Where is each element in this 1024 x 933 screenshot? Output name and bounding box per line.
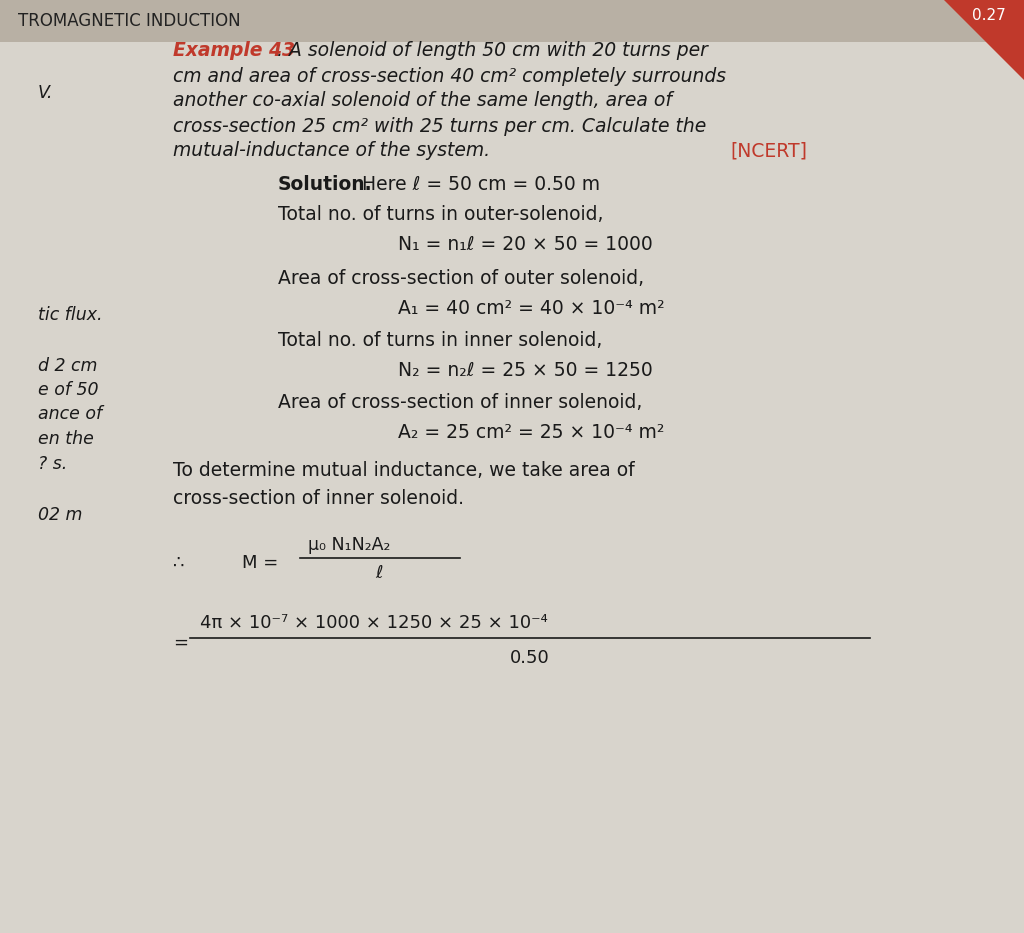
Text: Here ℓ = 50 cm = 0.50 m: Here ℓ = 50 cm = 0.50 m	[356, 175, 600, 194]
Text: ∴: ∴	[173, 554, 184, 572]
Text: [NCERT]: [NCERT]	[730, 142, 807, 160]
Text: en the: en the	[38, 430, 94, 448]
Text: ? s.: ? s.	[38, 455, 68, 473]
Bar	[0, 0, 1024, 42]
Text: d 2 cm: d 2 cm	[38, 357, 97, 375]
Text: ℓ: ℓ	[375, 564, 382, 582]
Text: =: =	[173, 634, 188, 652]
Text: cm and area of cross-section 40 cm² completely surrounds: cm and area of cross-section 40 cm² comp…	[173, 66, 726, 86]
Text: Area of cross-section of outer solenoid,: Area of cross-section of outer solenoid,	[278, 269, 644, 287]
Text: tic flux.: tic flux.	[38, 306, 102, 324]
Text: M =: M =	[242, 554, 279, 572]
Text: Area of cross-section of inner solenoid,: Area of cross-section of inner solenoid,	[278, 394, 642, 412]
Polygon shape	[944, 0, 1024, 80]
Text: another co-axial solenoid of the same length, area of: another co-axial solenoid of the same le…	[173, 91, 672, 110]
Text: cross-section 25 cm² with 25 turns per cm. Calculate the: cross-section 25 cm² with 25 turns per c…	[173, 117, 707, 135]
Text: To determine mutual inductance, we take area of: To determine mutual inductance, we take …	[173, 462, 635, 480]
Text: N₁ = n₁ℓ = 20 × 50 = 1000: N₁ = n₁ℓ = 20 × 50 = 1000	[398, 235, 652, 255]
Text: μ₀ N₁N₂A₂: μ₀ N₁N₂A₂	[308, 536, 390, 554]
Text: mutual-inductance of the system.: mutual-inductance of the system.	[173, 142, 490, 160]
Text: 02 m: 02 m	[38, 506, 82, 524]
Text: Example 43: Example 43	[173, 41, 295, 61]
Text: Total no. of turns in outer-solenoid,: Total no. of turns in outer-solenoid,	[278, 205, 603, 225]
Text: 4π × 10⁻⁷ × 1000 × 1250 × 25 × 10⁻⁴: 4π × 10⁻⁷ × 1000 × 1250 × 25 × 10⁻⁴	[200, 614, 548, 632]
Text: ance of: ance of	[38, 405, 102, 423]
Text: 0.50: 0.50	[510, 649, 550, 667]
Text: N₂ = n₂ℓ = 25 × 50 = 1250: N₂ = n₂ℓ = 25 × 50 = 1250	[398, 361, 652, 381]
Text: cross-section of inner solenoid.: cross-section of inner solenoid.	[173, 489, 464, 508]
Text: Solution.: Solution.	[278, 175, 373, 194]
Text: e of 50: e of 50	[38, 381, 98, 399]
Text: A₂ = 25 cm² = 25 × 10⁻⁴ m²: A₂ = 25 cm² = 25 × 10⁻⁴ m²	[398, 424, 665, 442]
Text: . A solenoid of length 50 cm with 20 turns per: . A solenoid of length 50 cm with 20 tur…	[278, 41, 708, 61]
Text: V.: V.	[38, 84, 53, 102]
Text: A₁ = 40 cm² = 40 × 10⁻⁴ m²: A₁ = 40 cm² = 40 × 10⁻⁴ m²	[398, 299, 665, 317]
Text: 0.27: 0.27	[972, 8, 1006, 23]
Text: Total no. of turns in inner solenoid,: Total no. of turns in inner solenoid,	[278, 331, 602, 351]
Text: TROMAGNETIC INDUCTION: TROMAGNETIC INDUCTION	[18, 12, 241, 30]
